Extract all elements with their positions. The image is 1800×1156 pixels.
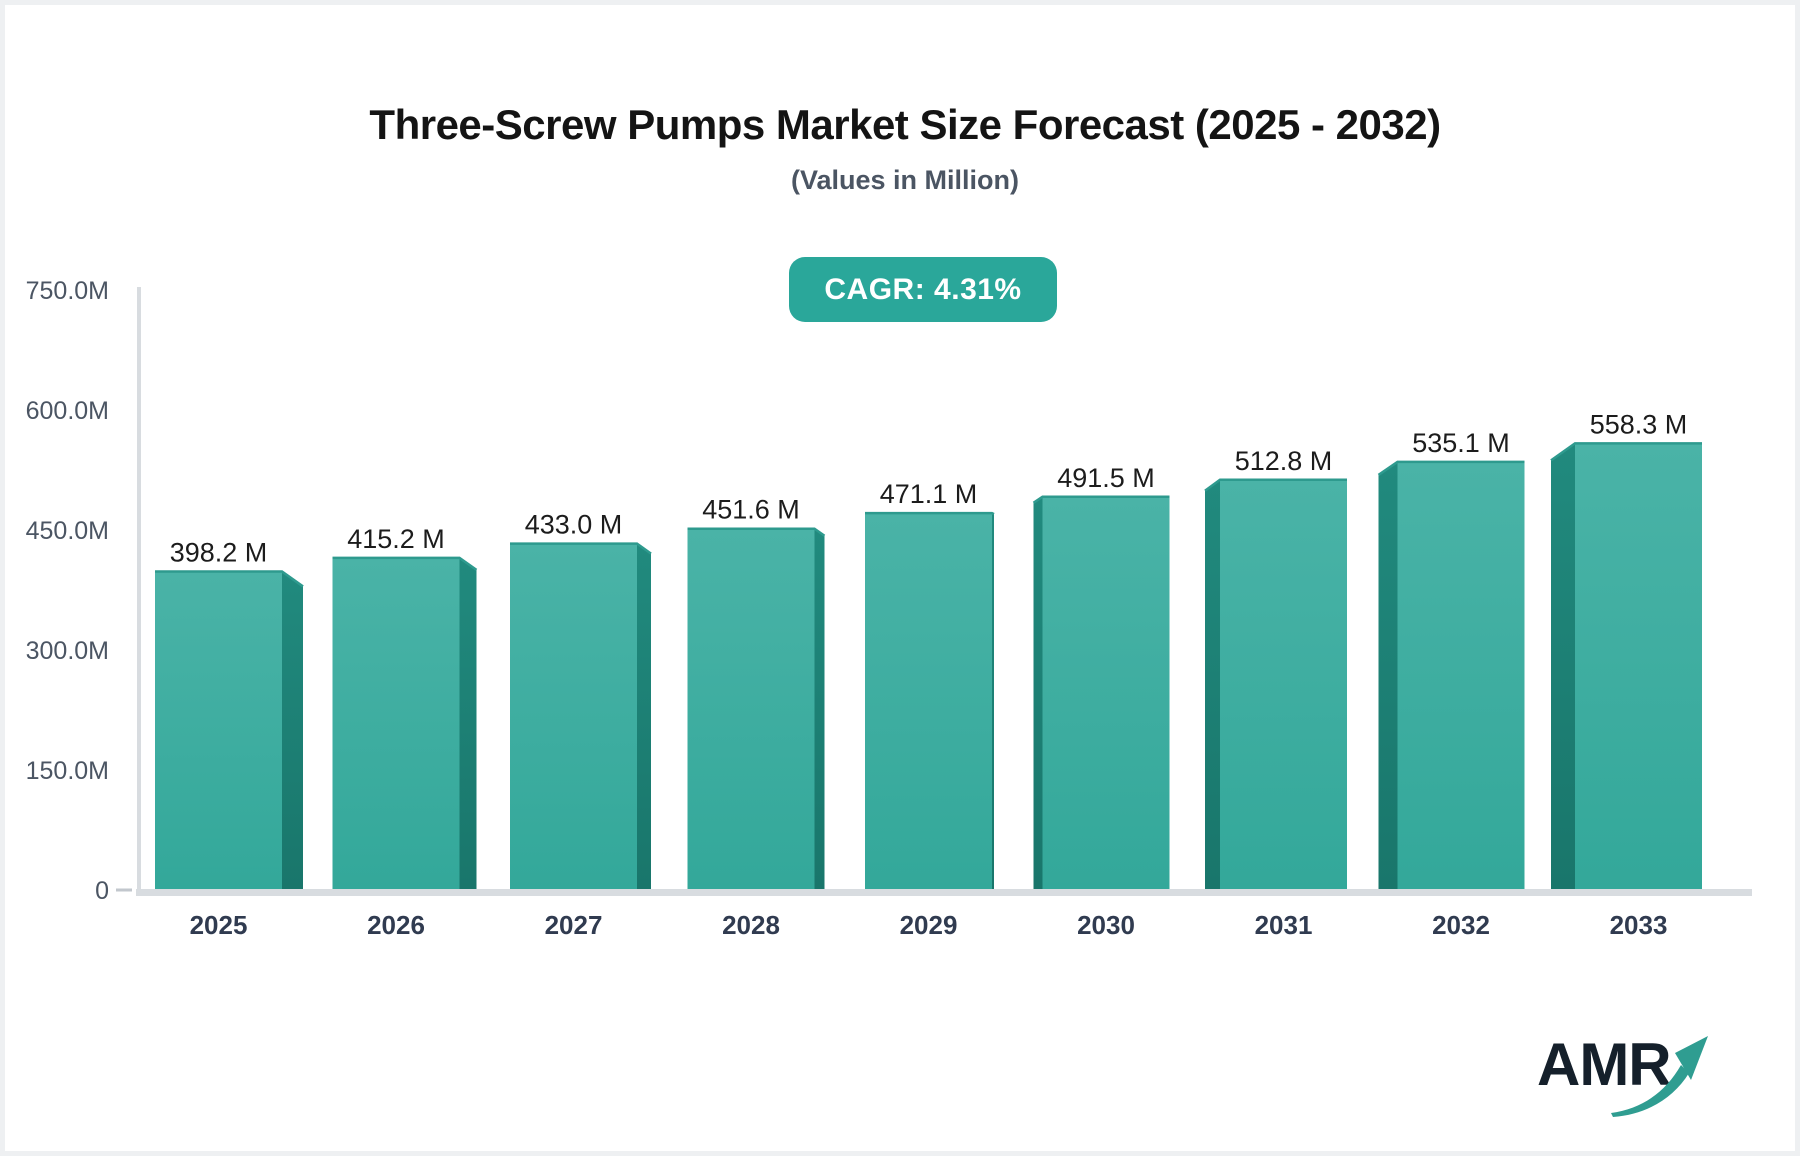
bar-face: [332, 557, 460, 889]
x-axis-label: 2031: [1255, 910, 1313, 940]
bar-top-edge: [332, 556, 478, 571]
bar-value-label: 558.3 M: [1590, 409, 1688, 439]
bar-top-edge: [1032, 495, 1170, 504]
x-axis-line: [136, 889, 1752, 896]
y-axis-label: 750.0M: [26, 277, 109, 305]
bar-2027: 433.0 M: [510, 510, 652, 889]
bar-face: [1042, 496, 1170, 889]
x-axis-label: 2027: [545, 910, 603, 940]
x-axis-label: 2026: [367, 910, 425, 940]
bar-2025: 398.2 M: [155, 537, 304, 889]
y-axis-label: 0: [95, 877, 109, 905]
bar-side: [637, 543, 651, 889]
bar-2028: 451.6 M: [687, 495, 826, 889]
bar-side: [1551, 443, 1575, 889]
bar-face: [687, 528, 815, 889]
brand-logo: AMR: [1537, 1027, 1717, 1123]
y-axis-label: 300.0M: [26, 637, 109, 665]
bar-value-label: 433.0 M: [525, 510, 623, 540]
bar-top-edge: [155, 570, 304, 588]
x-axis-label: 2033: [1610, 910, 1668, 940]
bar-top-edge: [1204, 478, 1347, 492]
cagr-badge-label: CAGR: 4.31%: [824, 272, 1022, 306]
amr-logo-text: AMR: [1537, 1031, 1672, 1098]
bar-face: [865, 513, 992, 889]
bar-face: [1575, 443, 1702, 889]
bar-value-label: 512.8 M: [1235, 446, 1333, 476]
bar-value-label: 535.1 M: [1412, 428, 1510, 458]
y-axis-label: 150.0M: [26, 757, 109, 785]
bar-face: [1220, 479, 1347, 889]
bar-face: [510, 543, 637, 889]
bar-value-label: 415.2 M: [347, 524, 445, 554]
bar-2032: 535.1 M: [1377, 428, 1525, 889]
bar-face: [155, 571, 282, 889]
bar-2031: 512.8 M: [1204, 446, 1347, 889]
growth-arrow-icon: [1611, 1036, 1708, 1117]
bar-side: [814, 528, 825, 889]
page-card: Three-Screw Pumps Market Size Forecast (…: [5, 5, 1795, 1151]
bar-value-label: 398.2 M: [170, 537, 268, 567]
bar-side: [282, 571, 303, 889]
x-axis-label: 2029: [900, 910, 958, 940]
y-axis-label: 600.0M: [26, 397, 109, 425]
bar-value-label: 491.5 M: [1057, 463, 1155, 493]
cagr-badge: CAGR: 4.31%: [789, 257, 1057, 322]
bar-face: [1397, 461, 1525, 889]
chart-svg: 0 150.0M 300.0M 450.0M 600.0M 750.0M 398.2 M 41…: [26, 277, 1752, 940]
bar-top-edge: [510, 542, 652, 555]
y-axis-label: 450.0M: [26, 517, 109, 545]
x-axis-label: 2030: [1077, 910, 1135, 940]
bar-top-edge: [865, 511, 995, 516]
bar-value-label: 451.6 M: [702, 495, 800, 525]
x-axis-label: 2025: [190, 910, 248, 940]
chart-subtitle: (Values in Million): [790, 165, 1020, 195]
chart-title: Three-Screw Pumps Market Size Forecast (…: [369, 101, 1441, 148]
bar-side: [992, 513, 994, 889]
bar-top-edge: [687, 527, 826, 537]
bar-side: [1205, 479, 1220, 889]
bar-value-label: 471.1 M: [880, 479, 978, 509]
bar-2029: 471.1 M: [865, 479, 995, 889]
bar-2026: 415.2 M: [332, 524, 478, 889]
x-axis-label: 2032: [1432, 910, 1490, 940]
bar-side: [1033, 496, 1043, 889]
bar-2030: 491.5 M: [1032, 463, 1170, 889]
bar-top-edge: [1377, 460, 1525, 476]
bar-top-edge: [1550, 442, 1702, 462]
bar-2033: 558.3 M: [1550, 409, 1702, 889]
x-axis-label: 2028: [722, 910, 780, 940]
bar-side: [1378, 461, 1398, 889]
bar-side: [459, 557, 477, 889]
